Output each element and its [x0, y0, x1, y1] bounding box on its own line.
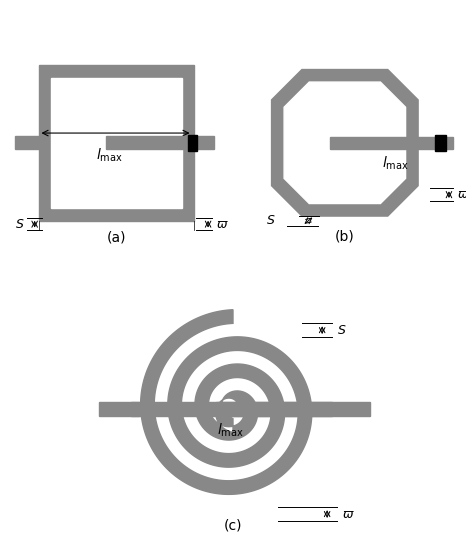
- Text: $S$: $S$: [266, 214, 275, 227]
- Text: $l_{\mathrm{max}}$: $l_{\mathrm{max}}$: [382, 155, 408, 172]
- Text: $l_{\mathrm{max}}$: $l_{\mathrm{max}}$: [217, 421, 244, 438]
- Polygon shape: [141, 310, 312, 494]
- Bar: [76, 103, 157, 183]
- Bar: [89, 115, 144, 170]
- Bar: [99, 402, 139, 416]
- Text: $S$: $S$: [15, 218, 25, 231]
- Text: (b): (b): [335, 229, 355, 243]
- Polygon shape: [297, 95, 393, 191]
- Bar: [216, 402, 370, 416]
- Text: $\varpi$: $\varpi$: [216, 218, 229, 231]
- Bar: [51, 77, 182, 208]
- Bar: [330, 137, 453, 149]
- Polygon shape: [272, 69, 418, 216]
- Bar: [131, 402, 332, 416]
- Bar: [102, 128, 131, 157]
- Text: $\varpi$: $\varpi$: [457, 188, 466, 201]
- Text: (c): (c): [224, 519, 242, 533]
- Bar: [15, 137, 39, 149]
- Bar: [64, 90, 169, 195]
- Text: $l_{\mathrm{max}}$: $l_{\mathrm{max}}$: [96, 147, 123, 164]
- Bar: [435, 134, 446, 151]
- Text: $S$: $S$: [337, 324, 347, 337]
- Bar: [188, 134, 198, 151]
- Bar: [39, 65, 194, 221]
- Bar: [106, 137, 214, 149]
- Polygon shape: [309, 107, 381, 179]
- Text: (a): (a): [107, 230, 126, 244]
- Polygon shape: [334, 132, 356, 153]
- Polygon shape: [322, 120, 368, 166]
- Text: $\varpi$: $\varpi$: [342, 507, 355, 521]
- Polygon shape: [284, 82, 405, 203]
